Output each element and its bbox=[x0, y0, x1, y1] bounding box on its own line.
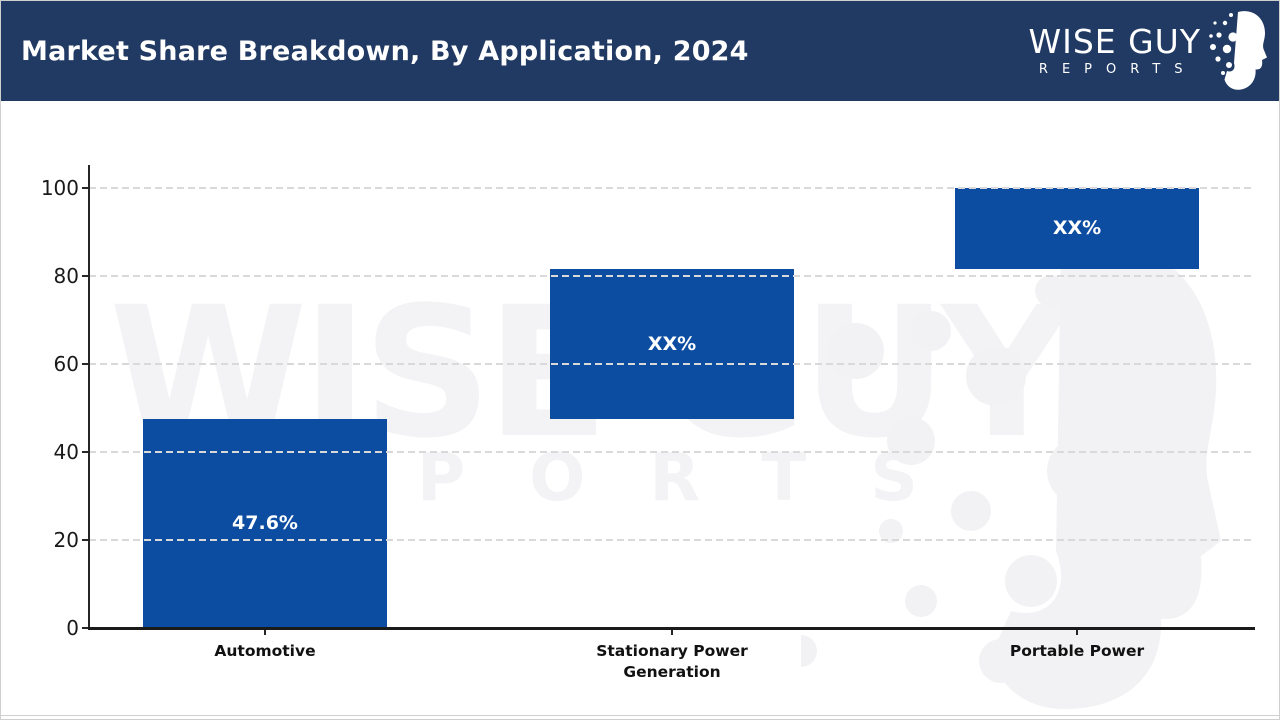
brand-head-icon bbox=[1209, 11, 1267, 90]
header: Market Share Breakdown, By Application, … bbox=[1, 1, 1279, 101]
bar-1: 47.6% bbox=[143, 418, 387, 628]
chart-area: WISE GUY REPORTS 0 20 40 60 80 100 47.6% Automo… bbox=[1, 101, 1279, 717]
y-tick-label-60: 60 bbox=[53, 352, 79, 376]
category-label-3: Portable Power bbox=[1009, 642, 1145, 660]
category-label-1: Automotive bbox=[214, 642, 316, 660]
x-tick-2 bbox=[671, 628, 673, 635]
gridline-60 bbox=[89, 363, 1254, 365]
bar-label-3: XX% bbox=[1052, 217, 1102, 240]
x-axis-line bbox=[88, 627, 1255, 630]
y-tick-label-20: 20 bbox=[53, 528, 79, 552]
x-tick-1 bbox=[264, 628, 266, 635]
brand-logo: WISE GUY REPORTS bbox=[1028, 9, 1267, 93]
bar-label-2: XX% bbox=[647, 332, 697, 355]
y-tick-60 bbox=[82, 363, 89, 365]
gridline-80 bbox=[89, 275, 1254, 277]
y-tick-label-40: 40 bbox=[53, 440, 79, 464]
category-label-2: Stationary Power Generation bbox=[596, 642, 748, 681]
y-tick-label-100: 100 bbox=[40, 176, 79, 200]
y-tick-100 bbox=[82, 187, 89, 189]
brand-name: WISE GUY bbox=[1028, 22, 1201, 62]
y-tick-40 bbox=[82, 451, 89, 453]
y-tick-0 bbox=[82, 627, 89, 629]
page-title: Market Share Breakdown, By Application, … bbox=[21, 35, 749, 67]
y-tick-80 bbox=[82, 275, 89, 277]
gridline-40 bbox=[89, 451, 1254, 453]
watermark-head-icon bbox=[801, 243, 1221, 710]
y-axis-line bbox=[88, 165, 90, 630]
y-tick-20 bbox=[82, 539, 89, 541]
brand-text: WISE GUY REPORTS bbox=[1028, 25, 1201, 77]
bottom-rule bbox=[1, 715, 1279, 716]
bar-label-1: 47.6% bbox=[232, 512, 298, 535]
bar-3: XX% bbox=[955, 188, 1199, 269]
brand-subtitle: REPORTS bbox=[1038, 61, 1197, 77]
y-tick-label-0: 0 bbox=[66, 616, 79, 640]
y-tick-label-80: 80 bbox=[53, 264, 79, 288]
gridline-100 bbox=[89, 187, 1254, 189]
bar-2: XX% bbox=[550, 268, 794, 419]
gridline-20 bbox=[89, 539, 1254, 541]
